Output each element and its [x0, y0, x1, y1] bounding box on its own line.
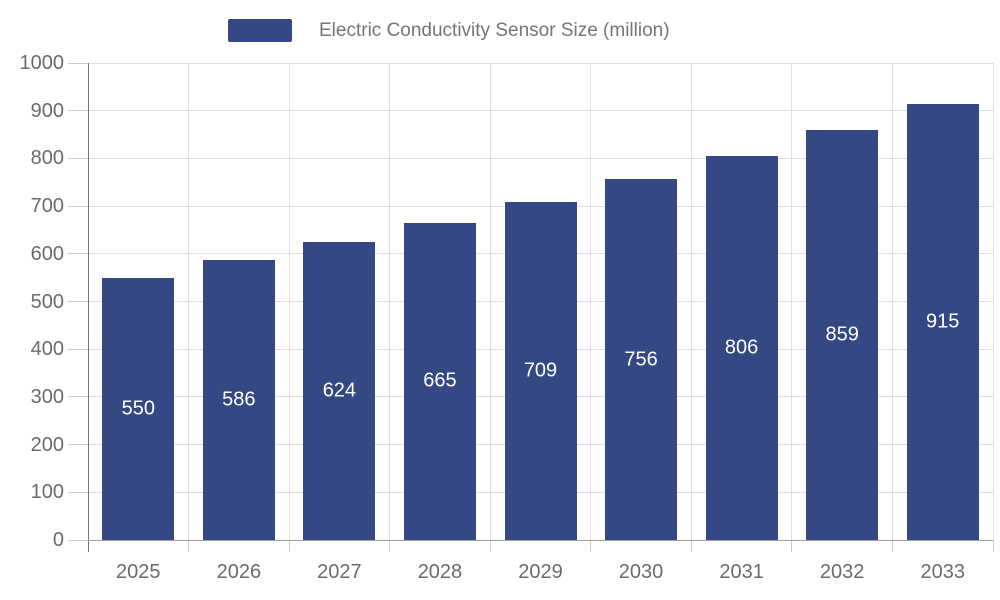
bar-value-label: 859 — [825, 323, 859, 346]
bar[interactable]: 586 — [202, 260, 275, 540]
x-axis-label: 2027 — [317, 561, 362, 583]
y-axis-label: 800 — [30, 147, 64, 170]
gridline-horizontal — [88, 110, 993, 112]
legend-item[interactable]: Electric Conductivity Sensor Size (milli… — [228, 19, 670, 42]
x-axis-label: 2030 — [618, 561, 664, 583]
gridline-vertical — [590, 63, 592, 540]
x-axis-tick — [389, 540, 391, 552]
x-axis-tick — [288, 540, 290, 552]
bar-value-label: 665 — [423, 369, 457, 392]
x-axis-label: 2032 — [819, 561, 865, 583]
x-axis-tick — [992, 540, 994, 552]
y-axis-tick — [68, 348, 88, 350]
y-axis-tick — [68, 444, 88, 446]
bar-value-label: 806 — [724, 336, 759, 359]
x-axis-tick — [690, 540, 692, 552]
x-axis-tick — [188, 540, 190, 552]
bar[interactable]: 915 — [906, 103, 979, 540]
gridline-vertical — [992, 63, 994, 540]
x-axis-tick — [489, 540, 491, 552]
gridline-vertical — [891, 63, 893, 540]
y-axis-tick — [68, 491, 88, 493]
bar-value-label: 756 — [624, 348, 658, 371]
gridline-vertical — [288, 63, 290, 540]
y-axis-tick — [68, 205, 88, 207]
y-axis-label: 500 — [30, 290, 64, 313]
bar[interactable]: 806 — [705, 155, 778, 540]
y-axis-tick — [68, 62, 88, 64]
bar-value-label: 915 — [926, 310, 960, 333]
x-axis-label: 2033 — [920, 561, 965, 583]
gridline-vertical — [690, 63, 692, 540]
gridline-vertical — [188, 63, 190, 540]
y-axis-tick — [68, 396, 88, 398]
gridline-horizontal — [88, 157, 993, 159]
y-axis-label: 900 — [30, 99, 64, 122]
bar[interactable]: 665 — [403, 222, 476, 540]
gridline-vertical — [791, 63, 793, 540]
y-axis-label: 0 — [52, 529, 64, 551]
y-axis-label: 100 — [30, 481, 64, 504]
x-axis-tick — [891, 540, 893, 552]
bar-value-label: 550 — [121, 397, 155, 420]
x-axis-label: 2031 — [719, 561, 764, 583]
x-axis-label: 2029 — [518, 561, 563, 583]
y-axis-tick — [68, 157, 88, 159]
x-axis-label: 2025 — [116, 561, 161, 583]
y-axis-line — [87, 63, 89, 552]
gridline-vertical — [489, 63, 491, 540]
y-axis-label: 300 — [30, 385, 64, 408]
x-axis-tick — [791, 540, 793, 552]
x-axis-label: 2026 — [216, 561, 262, 583]
y-axis-tick — [68, 253, 88, 255]
y-axis-label: 700 — [30, 195, 64, 218]
legend-label: Electric Conductivity Sensor Size (milli… — [319, 20, 670, 41]
bar-value-label: 624 — [322, 379, 357, 402]
legend-swatch — [228, 19, 292, 42]
bar[interactable]: 550 — [102, 277, 175, 540]
y-axis-tick — [68, 539, 88, 541]
bar[interactable]: 756 — [605, 179, 678, 540]
gridline-vertical — [389, 63, 391, 540]
x-axis-line — [88, 539, 993, 541]
bar-value-label: 709 — [523, 359, 558, 382]
bar-value-label: 586 — [222, 388, 256, 411]
bar[interactable]: 859 — [806, 130, 879, 540]
x-axis-label: 2028 — [417, 561, 463, 583]
x-axis-tick — [590, 540, 592, 552]
y-axis-tick — [68, 110, 88, 112]
bar[interactable]: 709 — [504, 201, 577, 540]
bar[interactable]: 624 — [303, 242, 376, 540]
y-axis-label: 400 — [30, 338, 64, 361]
y-axis-tick — [68, 301, 88, 302]
gridline-horizontal — [88, 62, 993, 64]
y-axis-label: 200 — [30, 433, 64, 456]
y-axis-label: 600 — [30, 242, 64, 265]
y-axis-label: 1000 — [19, 52, 65, 74]
